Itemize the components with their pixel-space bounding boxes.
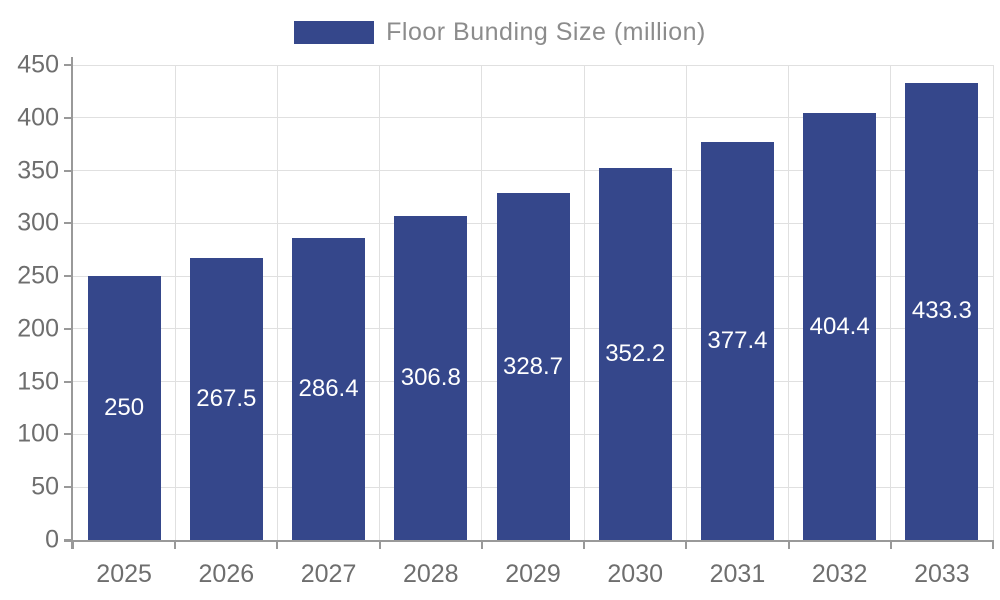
bar xyxy=(292,237,366,540)
x-tick-mark xyxy=(685,540,688,549)
y-axis-line xyxy=(71,57,73,549)
x-tick-label: 2031 xyxy=(709,560,766,588)
legend-swatch xyxy=(294,21,375,44)
x-tick-mark xyxy=(787,540,790,549)
gridline-vertical xyxy=(583,65,585,540)
x-tick-label: 2030 xyxy=(607,560,664,588)
gridline-vertical xyxy=(276,65,278,540)
bar xyxy=(598,168,672,540)
bar-value-label: 306.8 xyxy=(400,364,461,392)
bar-value-label: 250 xyxy=(104,394,145,422)
bar-value-label: 267.5 xyxy=(196,384,257,412)
gridline-vertical xyxy=(174,65,176,540)
bar-value-label: 328.7 xyxy=(502,352,564,380)
y-tick-label: 300 xyxy=(17,208,59,237)
x-tick-mark xyxy=(72,540,74,549)
gridline-horizontal xyxy=(73,64,993,66)
x-tick-label: 2032 xyxy=(811,560,868,588)
x-axis-line xyxy=(64,540,993,542)
x-tick-mark xyxy=(992,540,994,549)
x-tick-label: 2033 xyxy=(914,560,970,588)
y-tick-mark xyxy=(64,380,73,383)
y-tick-label: 200 xyxy=(17,314,59,343)
x-tick-label: 2029 xyxy=(505,560,561,588)
y-tick-label: 150 xyxy=(17,367,59,396)
bar xyxy=(496,193,570,540)
gridline-horizontal xyxy=(73,117,993,119)
x-tick-mark xyxy=(480,540,483,549)
y-tick-label: 50 xyxy=(31,472,59,501)
y-tick-label: 100 xyxy=(17,419,59,448)
bar-value-label: 286.4 xyxy=(298,374,359,402)
x-tick-mark xyxy=(378,540,381,549)
y-tick-mark xyxy=(64,116,73,119)
bar xyxy=(189,257,263,540)
x-tick-label: 2028 xyxy=(402,560,459,588)
y-tick-mark xyxy=(64,275,73,278)
y-tick-label: 400 xyxy=(17,103,59,132)
bar-value-label: 352.2 xyxy=(605,340,666,368)
y-tick-label: 350 xyxy=(17,156,59,185)
bar xyxy=(700,141,774,540)
x-tick-mark xyxy=(583,540,586,549)
bar-value-label: 433.3 xyxy=(911,297,972,325)
x-tick-label: 2027 xyxy=(300,560,357,588)
bar-value-label: 377.4 xyxy=(707,326,768,354)
y-tick-label: 250 xyxy=(17,261,59,290)
x-tick-label: 2025 xyxy=(96,560,152,588)
y-tick-mark xyxy=(64,433,73,436)
legend[interactable]: Floor Bunding Size (million) xyxy=(0,18,1000,47)
bar xyxy=(394,216,468,540)
bar-value-label: 404.4 xyxy=(809,312,870,340)
gridline-horizontal xyxy=(73,170,993,172)
x-tick-mark xyxy=(174,540,177,549)
y-tick-mark xyxy=(64,222,73,225)
gridline-vertical xyxy=(890,65,892,540)
legend-label: Floor Bunding Size (million) xyxy=(386,18,706,46)
y-tick-label: 450 xyxy=(17,50,59,79)
x-tick-label: 2026 xyxy=(198,560,255,588)
gridline-vertical xyxy=(788,65,790,540)
x-tick-mark xyxy=(889,540,892,549)
gridline-vertical xyxy=(992,65,994,540)
y-tick-mark xyxy=(64,486,73,489)
gridline-vertical xyxy=(481,65,483,540)
gridline-vertical xyxy=(379,65,381,540)
y-tick-mark xyxy=(64,327,73,330)
y-tick-mark xyxy=(64,169,73,172)
y-tick-mark xyxy=(64,64,73,66)
y-tick-label: 0 xyxy=(45,525,59,554)
x-tick-mark xyxy=(276,540,279,549)
bar xyxy=(803,113,877,540)
gridline-vertical xyxy=(685,65,687,540)
bar xyxy=(905,82,979,540)
bar xyxy=(87,276,161,540)
